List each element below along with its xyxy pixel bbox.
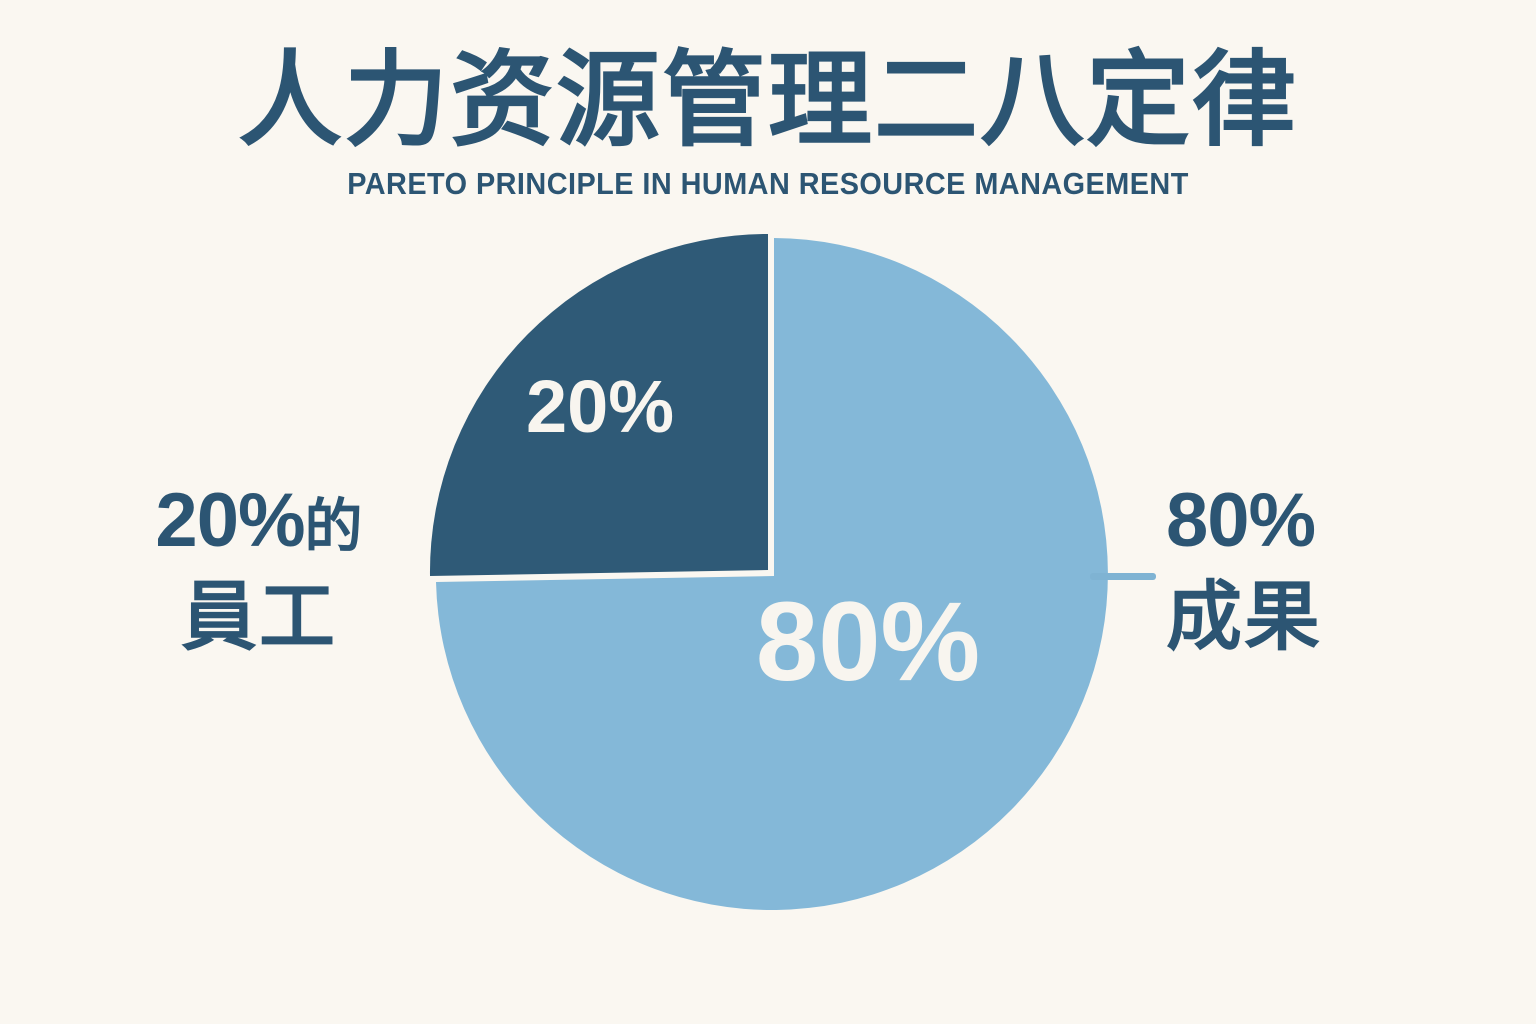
pie-slice-80-value: 80% <box>756 579 980 704</box>
callout-left-line1: 20%的 <box>116 482 402 560</box>
callout-left-term: 員工 <box>181 571 337 661</box>
pie-slice-80[interactable] <box>436 238 1108 910</box>
callout-right-term: 成果 <box>1166 571 1322 661</box>
callout-left-number: 20% <box>155 478 305 563</box>
pie-slice-20[interactable] <box>429 233 768 576</box>
pie-slice-20-value: 20% <box>526 365 674 448</box>
header: 人力资源管理二八定律 PARETO PRINCIPLE IN HUMAN RES… <box>0 0 1536 202</box>
callout-right-line1: 80% <box>1166 482 1466 560</box>
pie-chart: 20% 80% <box>428 232 1112 916</box>
callout-left-suffix: 的 <box>304 492 363 560</box>
callout-left: 20%的 員工 <box>116 482 402 655</box>
callout-right-number: 80% <box>1166 478 1316 563</box>
callout-right: 80% 成果 <box>1166 482 1466 655</box>
pie-chart-svg: 20% 80% <box>429 233 1108 910</box>
leader-line-right <box>1090 573 1156 580</box>
page-title: 人力资源管理二八定律 <box>237 39 1298 161</box>
page-subtitle: PARETO PRINCIPLE IN HUMAN RESOURCE MANAG… <box>347 166 1189 202</box>
